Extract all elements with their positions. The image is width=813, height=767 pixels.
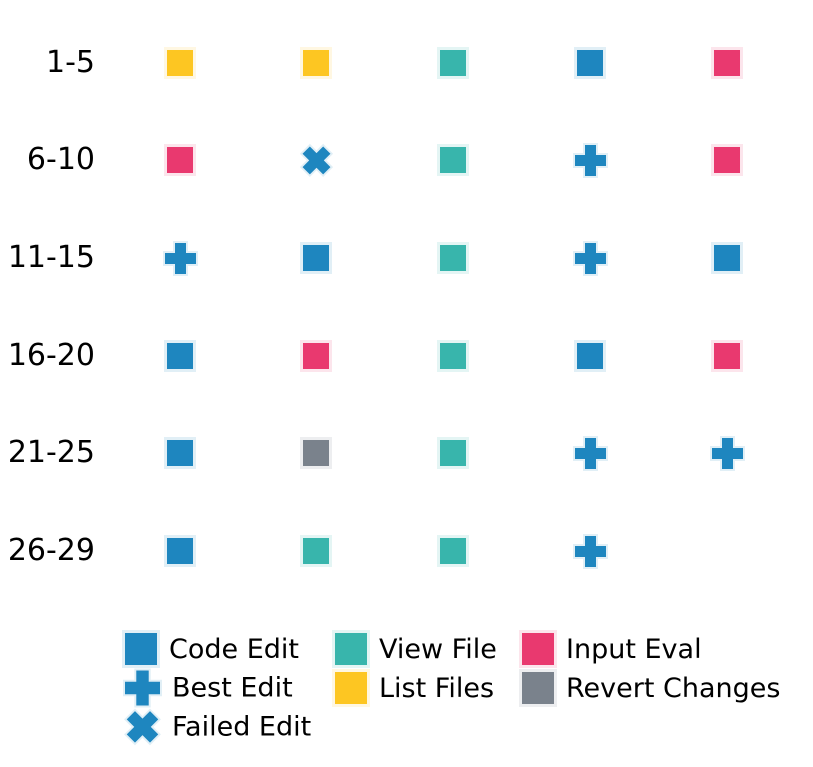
legend-item-list-files: List Files: [335, 672, 494, 704]
marker-code-edit: [167, 343, 193, 369]
marker-view-file: [335, 633, 367, 665]
marker-best-edit: [709, 435, 745, 471]
row-label-21-25: 21-25: [7, 435, 95, 470]
marker-best-edit: [572, 435, 608, 471]
marker-input-eval: [714, 50, 740, 76]
marker-best-edit: [572, 533, 608, 569]
marker-best-edit: [572, 240, 608, 276]
marker-view-file: [303, 538, 329, 564]
marker-best-edit: [572, 142, 608, 178]
marker-best-edit: [162, 240, 198, 276]
legend-label: List Files: [379, 672, 495, 704]
marker-code-edit: [125, 633, 157, 665]
marker-input-eval: [714, 147, 740, 173]
marker-code-edit: [577, 50, 603, 76]
marker-input-eval: [303, 343, 329, 369]
legend-label: Failed Edit: [172, 711, 312, 743]
marker-view-file: [440, 147, 466, 173]
row-label-11-15: 11-15: [7, 240, 95, 275]
legend-item-revert-changes: Revert Changes: [522, 672, 780, 704]
marker-failed-edit: [124, 708, 161, 746]
marker-view-file: [440, 245, 466, 271]
marker-code-edit: [577, 343, 603, 369]
marker-view-file: [440, 50, 466, 76]
row-label-6-10: 6-10: [26, 142, 95, 177]
row-label-1-5: 1-5: [46, 45, 95, 80]
marker-view-file: [440, 343, 466, 369]
marker-revert-changes: [522, 672, 554, 704]
row-label-26-29: 26-29: [7, 533, 95, 568]
marker-code-edit: [167, 440, 193, 466]
marker-failed-edit: [299, 143, 333, 177]
legend-item-failed-edit: Failed Edit: [124, 708, 312, 746]
marker-input-eval: [167, 147, 193, 173]
legend-label: Best Edit: [172, 672, 293, 704]
legend-label: View File: [379, 633, 497, 665]
marker-view-file: [440, 538, 466, 564]
marker-list-files: [167, 50, 193, 76]
legend-item-code-edit: Code Edit: [125, 633, 299, 665]
marker-input-eval: [522, 633, 554, 665]
marker-list-files: [303, 50, 329, 76]
marker-input-eval: [714, 343, 740, 369]
marker-code-edit: [167, 538, 193, 564]
marker-best-edit: [123, 668, 162, 708]
legend-label: Revert Changes: [566, 672, 781, 704]
marker-code-edit: [303, 245, 329, 271]
legend-label: Input Eval: [566, 633, 702, 665]
legend-item-input-eval: Input Eval: [522, 633, 702, 665]
legend-label: Code Edit: [169, 633, 299, 665]
marker-revert-changes: [303, 440, 329, 466]
marker-code-edit: [714, 245, 740, 271]
legend-item-view-file: View File: [335, 633, 497, 665]
legend-item-best-edit: Best Edit: [123, 668, 293, 708]
marker-view-file: [440, 440, 466, 466]
marker-list-files: [335, 672, 367, 704]
row-label-16-20: 16-20: [7, 338, 95, 373]
